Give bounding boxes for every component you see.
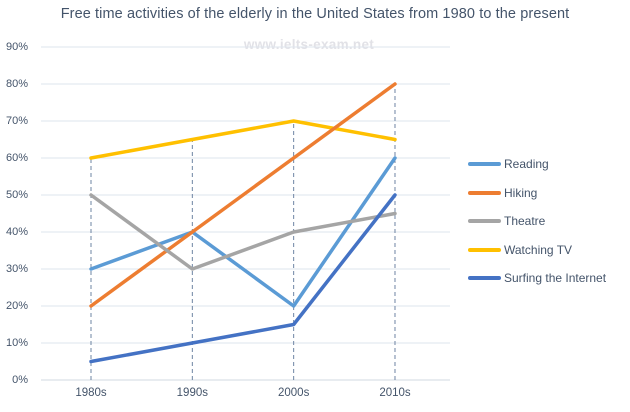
series-line-hiking	[89, 82, 397, 308]
legend-swatch-icon	[468, 276, 501, 281]
legend-item-theatre: Theatre	[468, 211, 606, 231]
chart-title: Free time activities of the elderly in t…	[60, 6, 570, 22]
legend: Reading Hiking Theatre Watching TV Surfing t…	[468, 154, 606, 288]
legend-item-surfing-the-internet: Surfing the Internet	[468, 268, 606, 288]
legend-item-reading: Reading	[468, 154, 606, 174]
legend-swatch-icon	[468, 247, 501, 252]
series-line-theatre	[89, 193, 397, 271]
legend-label: Reading	[504, 157, 549, 171]
series-line-surfing-the-internet	[89, 193, 397, 364]
legend-item-hiking: Hiking	[468, 183, 606, 203]
legend-label: Theatre	[504, 214, 546, 229]
legend-swatch-icon	[468, 219, 501, 224]
series-line-watching-tv	[89, 119, 397, 160]
legend-item-watching-tv: Watching TV	[468, 240, 606, 260]
watermark: www.ielts-exam.net	[243, 37, 375, 52]
legend-label: Surfing the Internet	[504, 271, 607, 286]
legend-swatch-icon	[468, 162, 501, 166]
legend-label: Hiking	[504, 185, 538, 200]
series-line-reading	[89, 156, 397, 308]
legend-swatch-icon	[468, 190, 501, 195]
legend-label: Watching TV	[504, 242, 573, 257]
